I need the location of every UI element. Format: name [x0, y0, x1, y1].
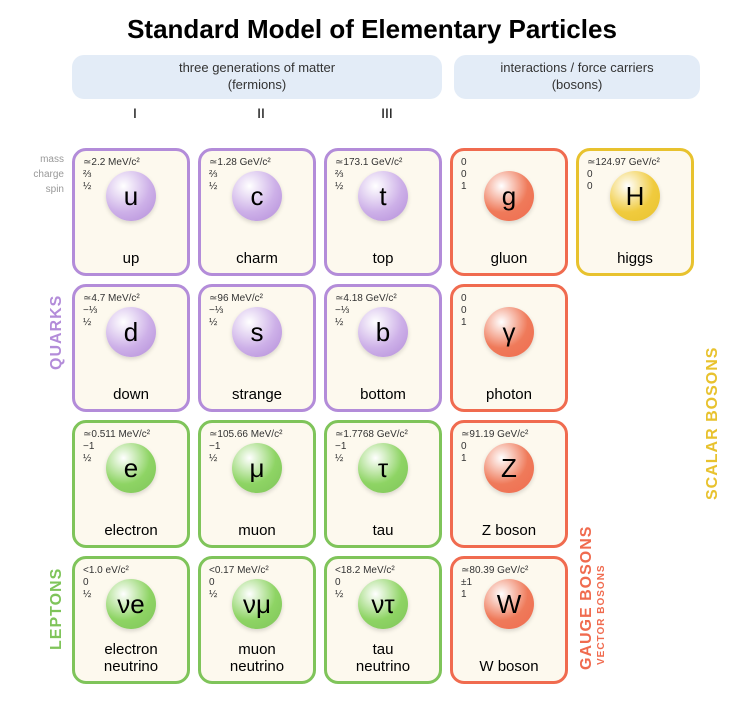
- label-quarks: QUARKS: [48, 190, 66, 370]
- mass: ≃91.19 GeV/c²: [461, 429, 557, 440]
- mass: 0: [461, 157, 557, 168]
- symbol-circle: Z: [484, 443, 534, 493]
- mass: ≃4.7 MeV/c²: [83, 293, 179, 304]
- particle-name: electronneutrino: [75, 642, 187, 675]
- particle-up: ≃2.2 MeV/c²⅔½uup: [72, 148, 190, 276]
- particle-electron-neutrino: <1.0 eV/c²0½νeelectronneutrino: [72, 556, 190, 684]
- generation-labels: I II III: [72, 105, 744, 121]
- symbol-circle: c: [232, 171, 282, 221]
- particle-name: top: [327, 251, 439, 268]
- gen-3: III: [324, 105, 450, 121]
- particle-muon-neutrino: <0.17 MeV/c²0½νμmuonneutrino: [198, 556, 316, 684]
- bosons-header: interactions / force carriers (bosons): [454, 55, 700, 99]
- particle-top: ≃173.1 GeV/c²⅔½ttop: [324, 148, 442, 276]
- symbol-circle: e: [106, 443, 156, 493]
- symbol-circle: u: [106, 171, 156, 221]
- particle-strange: ≃96 MeV/c²−⅓½sstrange: [198, 284, 316, 412]
- symbol-circle: τ: [358, 443, 408, 493]
- symbol-circle: W: [484, 579, 534, 629]
- particle-name: bottom: [327, 387, 439, 404]
- particle-tau: ≃1.7768 GeV/c²−1½τtau: [324, 420, 442, 548]
- bosons-header-l2: (bosons): [552, 77, 603, 92]
- particle-name: muonneutrino: [201, 642, 313, 675]
- mass: <1.0 eV/c²: [83, 565, 179, 576]
- particle-name: photon: [453, 387, 565, 404]
- particle-name: tau: [327, 523, 439, 540]
- mass: ≃2.2 MeV/c²: [83, 157, 179, 168]
- mass: ≃124.97 GeV/c²: [587, 157, 683, 168]
- label-charge: charge: [4, 167, 64, 182]
- particle-W-boson: ≃80.39 GeV/c²±11WW boson: [450, 556, 568, 684]
- symbol-circle: νμ: [232, 579, 282, 629]
- label-mass: mass: [4, 152, 64, 167]
- particle-name: Z boson: [453, 523, 565, 540]
- mass: ≃1.28 GeV/c²: [209, 157, 305, 168]
- particle-name: up: [75, 251, 187, 268]
- particle-name: charm: [201, 251, 313, 268]
- particle-tau-neutrino: <18.2 MeV/c²0½ντtauneutrino: [324, 556, 442, 684]
- symbol-circle: νe: [106, 579, 156, 629]
- particle-name: electron: [75, 523, 187, 540]
- symbol-circle: γ: [484, 307, 534, 357]
- mass: ≃0.511 MeV/c²: [83, 429, 179, 440]
- mass: <18.2 MeV/c²: [335, 565, 431, 576]
- fermions-header-l1: three generations of matter: [179, 60, 335, 75]
- gen-1: I: [72, 105, 198, 121]
- symbol-circle: d: [106, 307, 156, 357]
- mass: ≃4.18 GeV/c²: [335, 293, 431, 304]
- symbol-circle: μ: [232, 443, 282, 493]
- header-row: three generations of matter (fermions) i…: [72, 55, 744, 99]
- symbol-circle: s: [232, 307, 282, 357]
- particle-gluon: 001ggluon: [450, 148, 568, 276]
- symbol-circle: b: [358, 307, 408, 357]
- particle-muon: ≃105.66 MeV/c²−1½μmuon: [198, 420, 316, 548]
- mass: ≃1.7768 GeV/c²: [335, 429, 431, 440]
- fermions-header: three generations of matter (fermions): [72, 55, 442, 99]
- mass: ≃96 MeV/c²: [209, 293, 305, 304]
- particle-higgs: ≃124.97 GeV/c²00Hhiggs: [576, 148, 694, 276]
- particle-charm: ≃1.28 GeV/c²⅔½ccharm: [198, 148, 316, 276]
- particle-photon: 001γphoton: [450, 284, 568, 412]
- particle-name: muon: [201, 523, 313, 540]
- mass: 0: [461, 293, 557, 304]
- mass: ≃105.66 MeV/c²: [209, 429, 305, 440]
- label-scalar: SCALAR BOSONS: [704, 240, 722, 500]
- symbol-circle: H: [610, 171, 660, 221]
- page-title: Standard Model of Elementary Particles: [0, 0, 744, 45]
- particle-name: tauneutrino: [327, 642, 439, 675]
- particle-name: strange: [201, 387, 313, 404]
- bosons-header-l1: interactions / force carriers: [500, 60, 653, 75]
- label-leptons: LEPTONS: [48, 470, 66, 650]
- particle-name: down: [75, 387, 187, 404]
- gen-2: II: [198, 105, 324, 121]
- mass: ≃80.39 GeV/c²: [461, 565, 557, 576]
- symbol-circle: g: [484, 171, 534, 221]
- label-vector: VECTOR BOSONS: [596, 445, 607, 665]
- particle-electron: ≃0.511 MeV/c²−1½eelectron: [72, 420, 190, 548]
- particle-name: W boson: [453, 659, 565, 676]
- particle-Z-boson: ≃91.19 GeV/c²01ZZ boson: [450, 420, 568, 548]
- symbol-circle: ντ: [358, 579, 408, 629]
- particle-name: gluon: [453, 251, 565, 268]
- particle-name: higgs: [579, 251, 691, 268]
- mass: <0.17 MeV/c²: [209, 565, 305, 576]
- particle-down: ≃4.7 MeV/c²−⅓½ddown: [72, 284, 190, 412]
- label-gauge: GAUGE BOSONS: [578, 430, 596, 670]
- symbol-circle: t: [358, 171, 408, 221]
- particle-bottom: ≃4.18 GeV/c²−⅓½bbottom: [324, 284, 442, 412]
- mass: ≃173.1 GeV/c²: [335, 157, 431, 168]
- fermions-header-l2: (fermions): [228, 77, 287, 92]
